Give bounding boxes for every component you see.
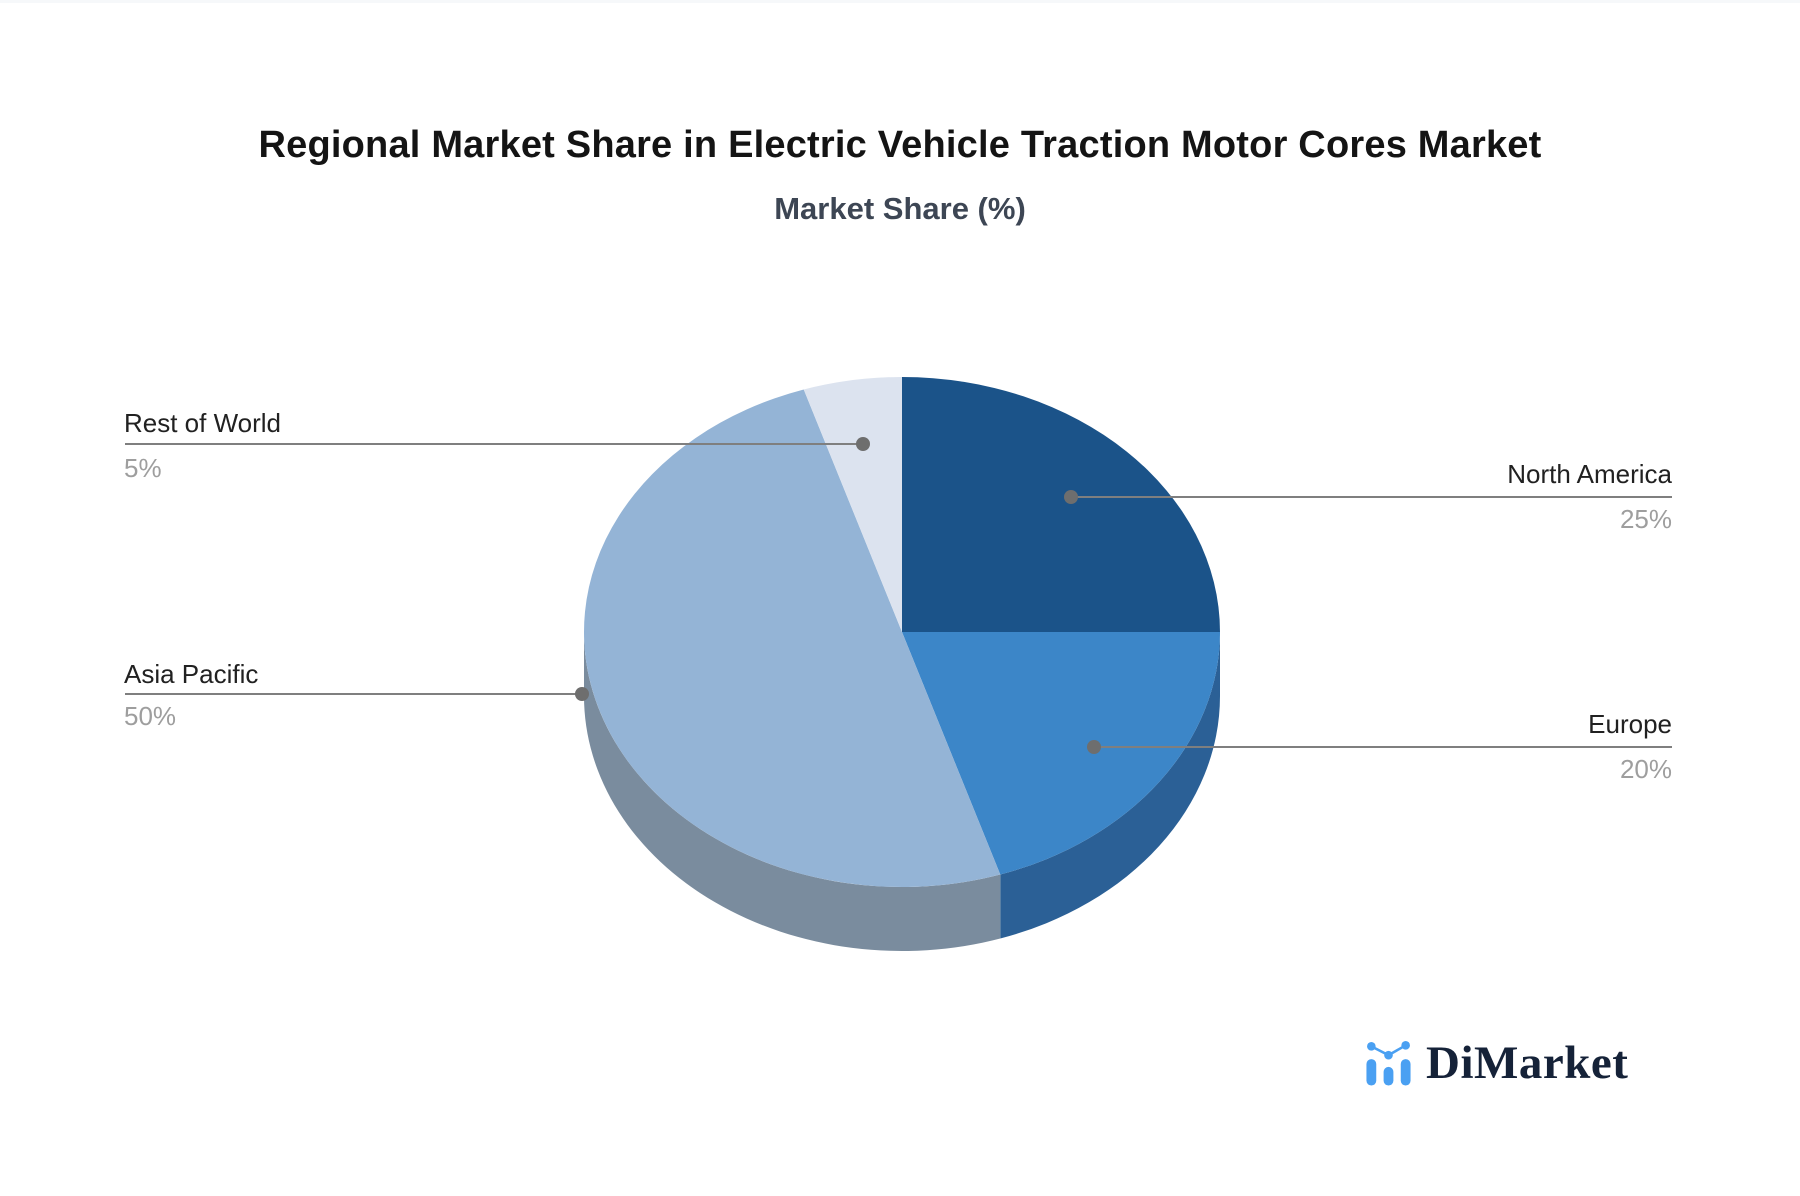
leader-dot-asia-pacific: [575, 687, 589, 701]
leader-dot-north-america: [1064, 490, 1078, 504]
callout-label-north-america: North America: [1507, 459, 1672, 489]
callout-value-europe: 20%: [1619, 754, 1672, 784]
dimarket-logo: DiMarket: [1364, 1038, 1628, 1088]
callout-leader-lines: [125, 437, 1672, 754]
pie-slice-side-europe: [1000, 632, 1220, 939]
pie-slice-north-america[interactable]: [902, 377, 1220, 632]
pie-slice-asia-pacific[interactable]: [583, 389, 1001, 888]
pie-slice-rest-of-world[interactable]: [803, 377, 902, 632]
dimarket-logo-text: DiMarket: [1426, 1036, 1629, 1089]
pie-slice-side-asia-pacific: [583, 632, 1001, 952]
top-border-strip: [0, 0, 1800, 3]
leader-dot-europe: [1087, 740, 1101, 754]
callout-label-asia-pacific: Asia Pacific: [124, 659, 259, 689]
callout-value-asia-pacific: 50%: [124, 701, 177, 731]
leader-dot-rest-of-world: [856, 437, 870, 451]
pie-slices: [583, 377, 1220, 952]
chart-subtitle: Market Share (%): [774, 191, 1026, 226]
pie-slice-europe[interactable]: [902, 632, 1220, 875]
callout-value-north-america: 25%: [1619, 504, 1672, 534]
callout-label-rest-of-world: Rest of World: [124, 408, 282, 438]
chart-title: Regional Market Share in Electric Vehicl…: [258, 124, 1542, 166]
callout-value-rest-of-world: 5%: [124, 453, 162, 483]
callout-label-europe: Europe: [1588, 709, 1672, 739]
bar-line-chart-icon: [1366, 1041, 1411, 1086]
